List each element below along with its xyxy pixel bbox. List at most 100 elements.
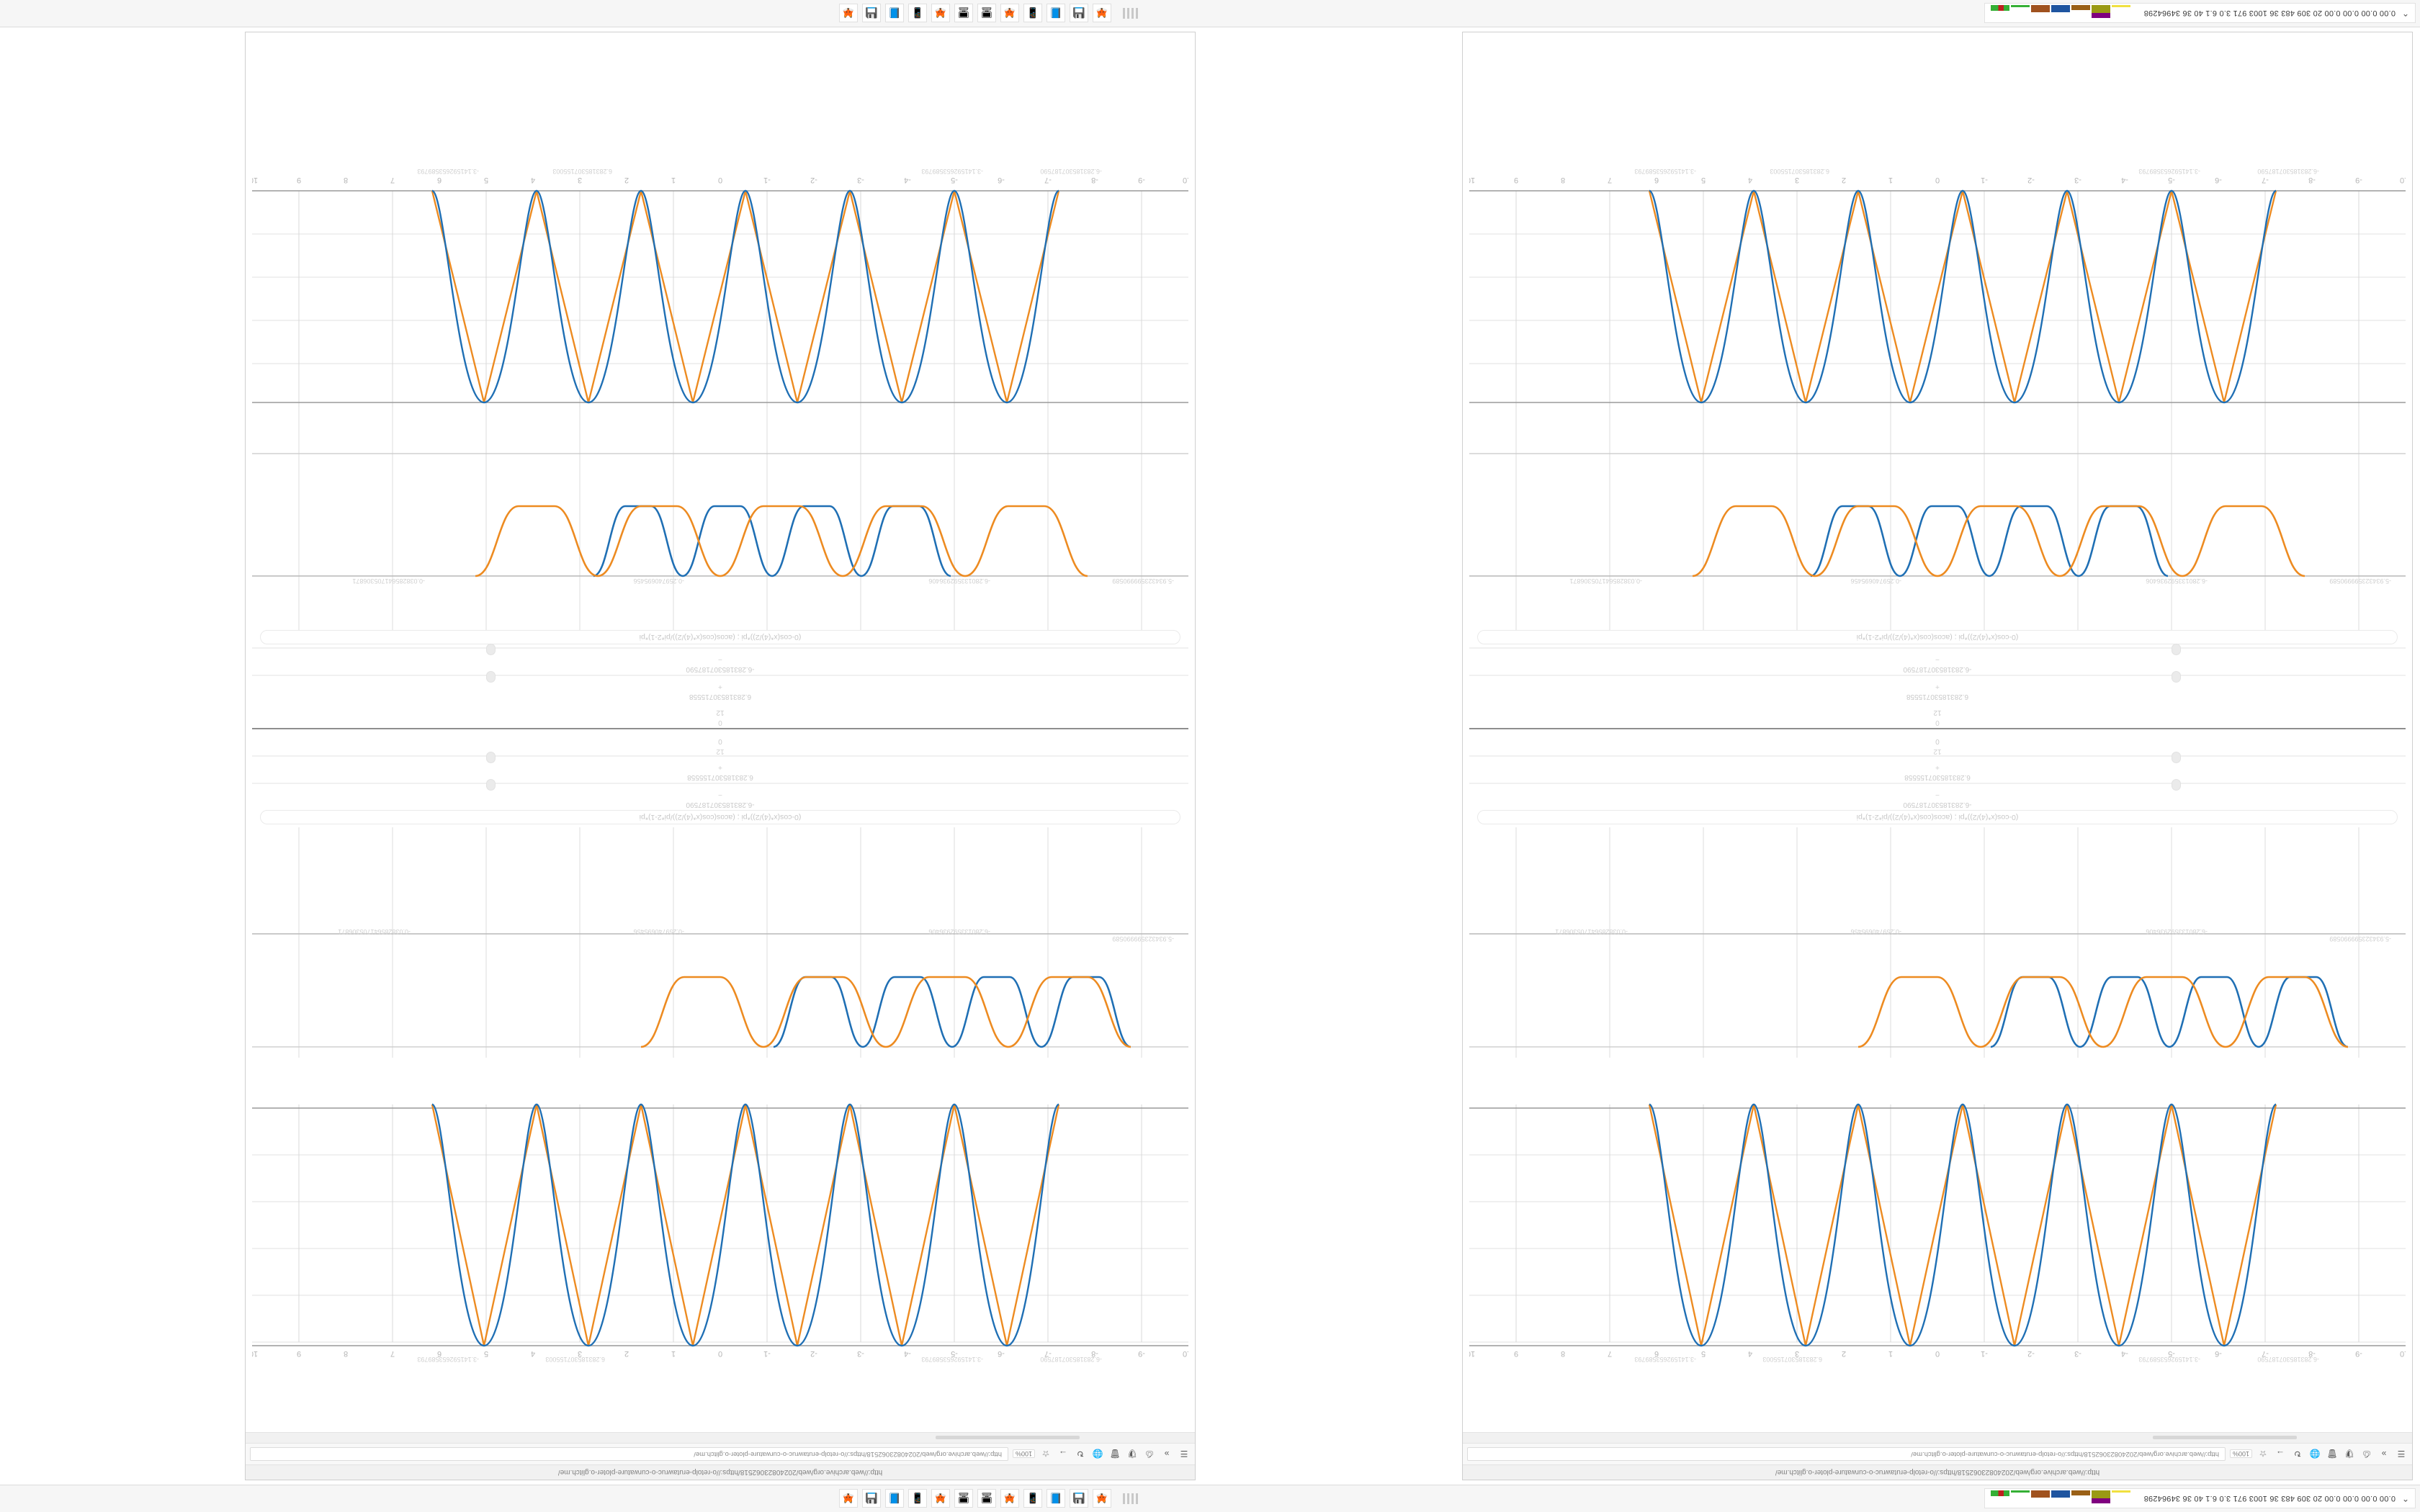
task-button-calculator-2[interactable]: 📱 bbox=[908, 1489, 927, 1508]
slider-track[interactable] bbox=[1469, 783, 2406, 784]
workspace-pager-bottom[interactable] bbox=[1122, 8, 1138, 19]
star-icon[interactable]: ☆ bbox=[2259, 1449, 2267, 1459]
curvature-plotter-app-left: -10-9-8 -7-6-5 -4-3-2 -101 234 567 8910 … bbox=[1469, 162, 2406, 1432]
slider-track[interactable] bbox=[252, 756, 1188, 757]
task-button-terminal-2[interactable]: 🖥 bbox=[954, 1489, 973, 1508]
globe-icon[interactable]: 🌐 bbox=[2309, 1449, 2321, 1459]
formula-input-bottom[interactable]: (0-cos(x*(4)/2))*pi ; (acos(cos(x*(4)/2)… bbox=[260, 630, 1180, 644]
browser-window-right[interactable]: http://web.archive.org/web/2024082306251… bbox=[245, 32, 1196, 1480]
overflow-icon[interactable]: » bbox=[2381, 1449, 2387, 1459]
task-button-firefox-2[interactable]: 🦊 bbox=[1000, 4, 1019, 23]
slider-track[interactable] bbox=[252, 675, 1188, 676]
task-button-notepad-2[interactable]: 📘 bbox=[884, 4, 904, 23]
edge-label-4: -3.141592653589793 bbox=[1634, 168, 1696, 175]
star-icon[interactable]: ☆ bbox=[1041, 1449, 1050, 1459]
task-button-firefox-2[interactable]: 🦊 bbox=[1000, 1489, 1019, 1508]
edge-label-2: -6.280133592936406 bbox=[2146, 928, 2208, 935]
forward-icon[interactable]: → bbox=[2276, 1449, 2285, 1459]
tab-strip-left[interactable] bbox=[1463, 1432, 2412, 1443]
tab-strip-right[interactable] bbox=[246, 1432, 1195, 1443]
url-bar[interactable]: http://web.archive.org/web/2024082306251… bbox=[250, 1447, 1008, 1461]
title-bar-right: http://web.archive.org/web/2024082306251… bbox=[246, 1464, 1195, 1480]
nav-bar-right[interactable]: ☰ » ⎙ 🛡 🗑 🌐 ↻ → ☆ 100% http://web.archiv… bbox=[246, 1443, 1195, 1464]
task-button-firefox[interactable]: 🦊 bbox=[1092, 1489, 1111, 1508]
task-button-terminal[interactable]: 🖥 bbox=[977, 4, 996, 23]
task-button-firefox-3[interactable]: 🦊 bbox=[931, 4, 950, 23]
plot-second-flattop[interactable]: -5.934323599990589 -6.280133592936406 -0… bbox=[252, 827, 1188, 1058]
plot-top-triangle[interactable]: -10-9-8 -7-6-5 -4-3-2 -101 234 567 8910 … bbox=[252, 1058, 1188, 1432]
shield-icon[interactable]: 🛡 bbox=[1126, 1449, 1138, 1459]
svg-text:3: 3 bbox=[578, 1349, 582, 1358]
svg-text:-6: -6 bbox=[2215, 1349, 2222, 1358]
task-button-floppy-64-2[interactable]: 💾 bbox=[861, 4, 881, 23]
slider-track[interactable] bbox=[1469, 675, 2406, 676]
formula-input-bottom[interactable]: (0-cos(x*(4)/2))*pi ; (acos(cos(x*(4)/2)… bbox=[1477, 630, 2398, 644]
formula-input-top[interactable]: (0-cos(x*(4)/2))*pi ; (acos(cos(x*(4)/2)… bbox=[1477, 810, 2398, 824]
overflow-icon[interactable]: » bbox=[1164, 1449, 1170, 1459]
browser-window-left[interactable]: http://web.archive.org/web/2024082306251… bbox=[1462, 32, 2413, 1480]
task-button-firefox[interactable]: 🦊 bbox=[1092, 4, 1111, 23]
system-monitor-top[interactable]: ⌃ 0.00 0.00 0.00 0.00 20 309 483 36 1003… bbox=[1984, 1488, 2416, 1509]
task-button-terminal[interactable]: 🖥 bbox=[977, 1489, 996, 1508]
system-monitor-bottom[interactable]: ⌃ 0.00 0.00 0.00 0.00 20 309 483 36 1003… bbox=[1984, 3, 2416, 24]
slider-row-param-d[interactable]: -6.283185307187590 − bbox=[252, 644, 1188, 675]
task-button-firefox-4[interactable]: 🦊 bbox=[838, 1489, 858, 1508]
menu-icon[interactable]: ☰ bbox=[2397, 1449, 2406, 1459]
task-list-bottom[interactable]: 🦊 💾 📘 📱 🦊 🖥 🖥 🦊 📱 📘 💾 🦊 bbox=[838, 4, 1145, 23]
formula-input-top[interactable]: (0-cos(x*(4)/2))*pi ; (acos(cos(x*(4)/2)… bbox=[260, 810, 1180, 824]
slider-row-param-c[interactable]: 6.28318530715558 + bbox=[1469, 671, 2406, 702]
plot-third-flattop[interactable]: -5.934323599990589 -6.280133592936406 -0… bbox=[1469, 407, 2406, 630]
globe-icon[interactable]: 🌐 bbox=[1092, 1449, 1103, 1459]
shield-icon[interactable]: 🛡 bbox=[2344, 1449, 2355, 1459]
plot-top-triangle[interactable]: -10-9-8 -7-6-5 -4-3-2 -101 234 567 8910 … bbox=[1469, 1058, 2406, 1432]
slider-row-param-a[interactable]: -6.283185307187590 − bbox=[252, 779, 1188, 810]
plot-second-flattop-svg: -5.934323599990589 -6.280133592936406 -0… bbox=[252, 827, 1188, 1058]
zoom-level-label[interactable]: 100% bbox=[1012, 1449, 1035, 1459]
task-button-notepad[interactable]: 📘 bbox=[1046, 4, 1065, 23]
reload-icon[interactable]: ↻ bbox=[2293, 1449, 2302, 1459]
extension-icon[interactable]: ⎙ bbox=[1146, 1449, 1153, 1459]
svg-text:-4: -4 bbox=[2121, 176, 2128, 184]
task-button-notepad-2[interactable]: 📘 bbox=[884, 1489, 904, 1508]
slider-knob[interactable] bbox=[486, 644, 496, 655]
task-button-floppy-64-2[interactable]: 💾 bbox=[861, 1489, 881, 1508]
plot-bottom-triangle[interactable]: -10-9-8 -7-6-5 -4-3-2 -101 234 567 8910 … bbox=[1469, 162, 2406, 407]
slider-row-param-d[interactable]: -6.283185307187590 − bbox=[1469, 644, 2406, 675]
task-button-firefox-3[interactable]: 🦊 bbox=[931, 1489, 950, 1508]
slider-row-param-c[interactable]: 6.28318530715558 + bbox=[252, 671, 1188, 702]
task-list-top[interactable]: 🦊 💾 📘 📱 🦊 🖥 🖥 🦊 📱 📘 💾 🦊 bbox=[838, 1489, 1145, 1508]
slider-track[interactable] bbox=[1469, 756, 2406, 757]
task-button-terminal-2[interactable]: 🖥 bbox=[954, 4, 973, 23]
plot-second-flattop[interactable]: -5.934323599990589 -6.280133592936406 -0… bbox=[1469, 827, 2406, 1058]
menu-icon[interactable]: ☰ bbox=[1180, 1449, 1188, 1459]
extension-icon[interactable]: ⎙ bbox=[2363, 1449, 2370, 1459]
tab-handle[interactable] bbox=[936, 1436, 1080, 1440]
slider-row-param-b[interactable]: 6.283185307155558 + bbox=[1469, 752, 2406, 783]
edge-label-4: -0.038285641705306871 bbox=[338, 928, 411, 935]
task-button-calculator-2[interactable]: 📱 bbox=[908, 4, 927, 23]
trash-icon[interactable]: 🗑 bbox=[2326, 1449, 2338, 1459]
slider-row-param-a[interactable]: -6.283185307187590 − bbox=[1469, 779, 2406, 810]
workspace-pager-top[interactable] bbox=[1122, 1493, 1138, 1504]
trash-icon[interactable]: 🗑 bbox=[1109, 1449, 1121, 1459]
slider-track[interactable] bbox=[252, 648, 1188, 649]
task-button-floppy-64[interactable]: 💾 bbox=[1069, 4, 1088, 23]
slider-knob[interactable] bbox=[2172, 644, 2181, 655]
slider-track[interactable] bbox=[1469, 648, 2406, 649]
slider-track[interactable] bbox=[252, 783, 1188, 784]
slider-row-param-b[interactable]: 6.283185307155558 + bbox=[252, 752, 1188, 783]
nav-bar-left[interactable]: ☰ » ⎙ 🛡 🗑 🌐 ↻ → ☆ 100% http://web.archiv… bbox=[1463, 1443, 2412, 1464]
tab-handle[interactable] bbox=[2153, 1436, 2297, 1440]
plot-bottom-triangle[interactable]: -10-9-8 -7-6-5 -4-3-2 -101 234 567 8910 … bbox=[252, 162, 1188, 407]
reload-icon[interactable]: ↻ bbox=[1076, 1449, 1085, 1459]
task-button-firefox-4[interactable]: 🦊 bbox=[838, 4, 858, 23]
forward-icon[interactable]: → bbox=[1059, 1449, 1067, 1459]
svg-text:10: 10 bbox=[252, 176, 258, 184]
task-button-calculator[interactable]: 📱 bbox=[1023, 1489, 1042, 1508]
task-button-calculator[interactable]: 📱 bbox=[1023, 4, 1042, 23]
url-bar[interactable]: http://web.archive.org/web/2024082306251… bbox=[1467, 1447, 2226, 1461]
zoom-level-label[interactable]: 100% bbox=[2229, 1449, 2252, 1459]
plot-third-flattop[interactable]: -5.934323599990589 -6.280133592936406 -0… bbox=[252, 407, 1188, 630]
task-button-floppy-64[interactable]: 💾 bbox=[1069, 1489, 1088, 1508]
task-button-notepad[interactable]: 📘 bbox=[1046, 1489, 1065, 1508]
